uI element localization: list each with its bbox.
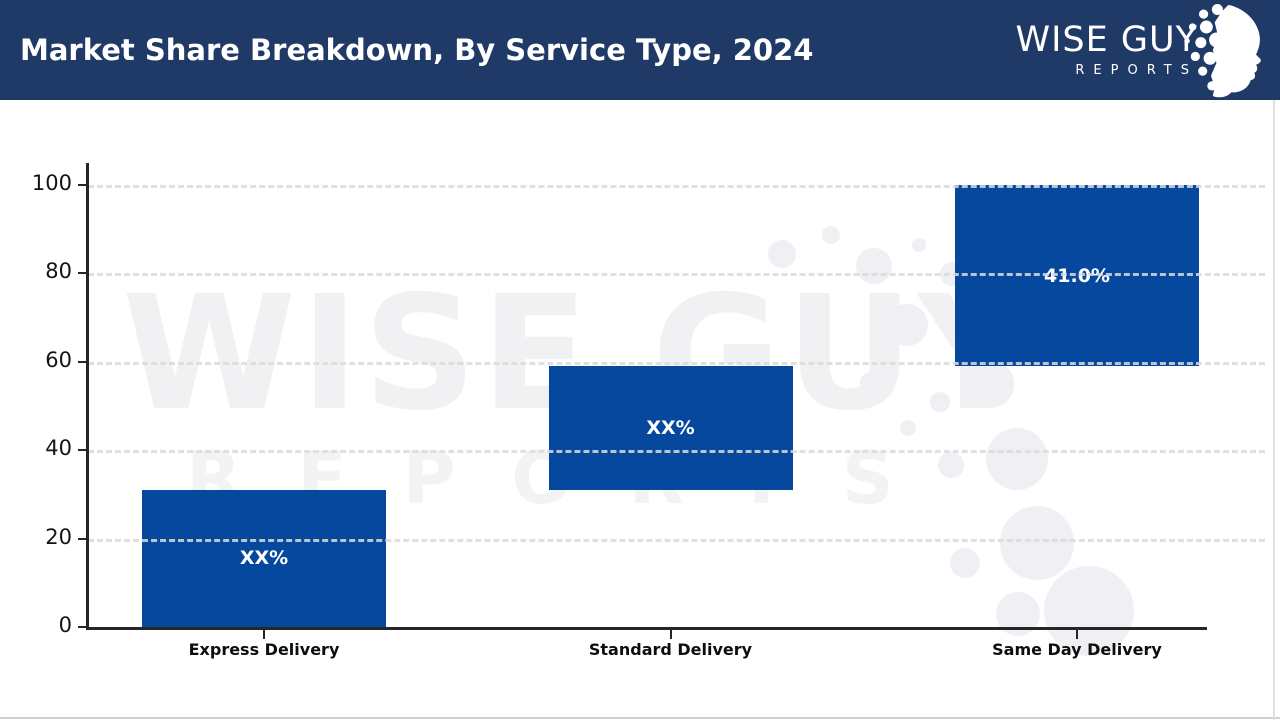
y-tick-label-100: 100 xyxy=(31,171,72,195)
bottom-border-line xyxy=(0,717,1280,719)
y-axis-line xyxy=(86,163,89,630)
x-tick-0 xyxy=(263,630,265,639)
y-tick-label-60: 60 xyxy=(45,347,72,372)
x-category-label: Same Day Delivery xyxy=(992,640,1162,659)
y-tick-40 xyxy=(78,449,88,452)
x-axis-line xyxy=(86,627,1207,630)
gridline-100 xyxy=(88,185,1265,188)
x-tick-1 xyxy=(669,630,672,639)
y-tick-20 xyxy=(78,537,88,540)
logo-face-icon xyxy=(1184,4,1261,98)
gridline-20 xyxy=(88,538,1265,542)
gridline-40 xyxy=(88,450,1265,454)
y-tick-100 xyxy=(78,184,88,186)
bar-value-label: XX% xyxy=(239,547,289,570)
right-border-line xyxy=(1273,100,1275,720)
y-tick-label-20: 20 xyxy=(45,524,72,549)
gridline-60 xyxy=(88,361,1265,365)
bar-segment: XX% xyxy=(142,489,386,627)
x-tick-2 xyxy=(1076,630,1078,639)
bar-value-label: XX% xyxy=(646,417,695,440)
y-tick-label-80: 80 xyxy=(45,259,72,284)
x-category-label: Standard Delivery xyxy=(588,640,753,659)
y-tick-label-40: 40 xyxy=(45,436,72,461)
brand-logo: WISE GUY REPORTS xyxy=(1015,2,1280,98)
logo-name-text: WISE GUY xyxy=(1015,19,1198,60)
x-category-label: Express Delivery xyxy=(188,640,340,659)
logo-reports-text: REPORTS xyxy=(1075,62,1198,78)
page-title: Market Share Breakdown, By Service Type,… xyxy=(20,33,814,67)
y-tick-80 xyxy=(78,272,88,275)
y-tick-60 xyxy=(78,360,88,363)
header: Market Share Breakdown, By Service Type,… xyxy=(0,0,1280,100)
y-tick-0 xyxy=(78,626,88,628)
logo-wordmark: WISE GUY REPORTS xyxy=(1015,19,1198,78)
y-tick-label-0: 0 xyxy=(58,613,72,637)
gridline-80 xyxy=(88,273,1265,277)
bar-segment: XX% xyxy=(548,366,793,490)
